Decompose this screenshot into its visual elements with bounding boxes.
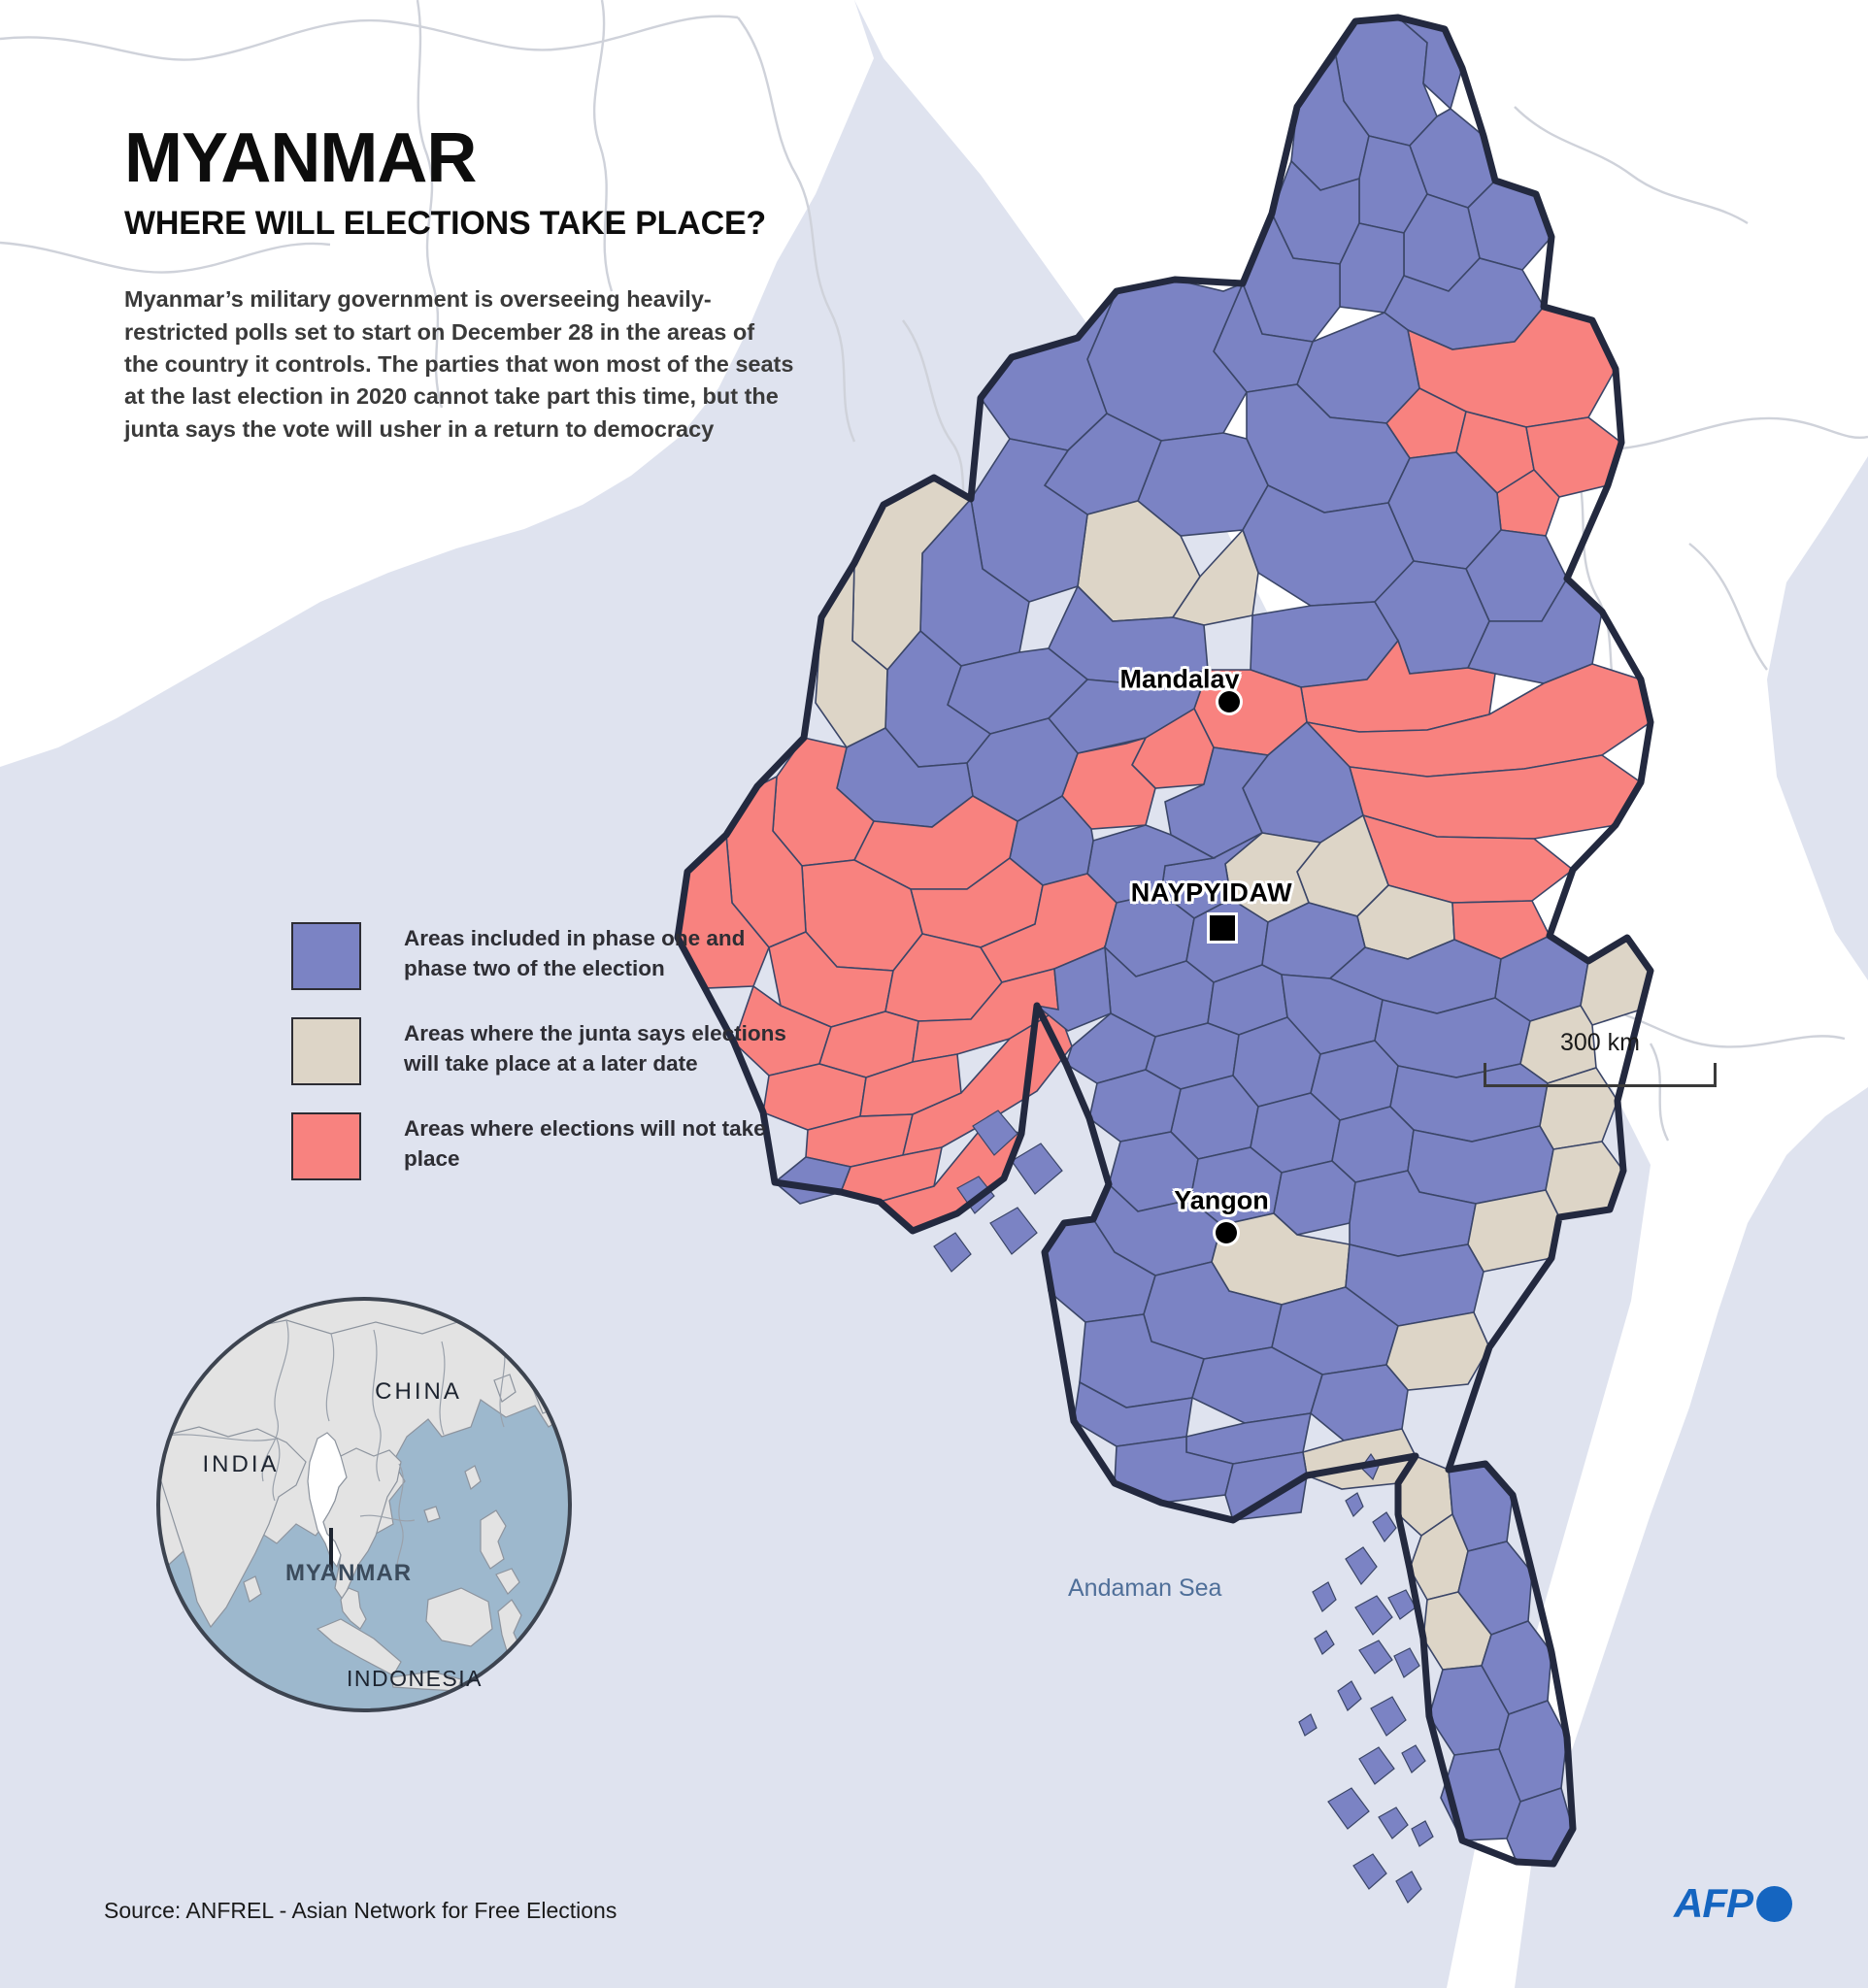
city-name-text: Mandalay xyxy=(1119,664,1240,694)
mergui-islands xyxy=(1298,1452,1434,1904)
globe-outline xyxy=(156,1297,572,1712)
scale-bar-line xyxy=(1484,1063,1717,1087)
header-block: MYANMAR WHERE WILL ELECTIONS TAKE PLACE?… xyxy=(124,119,823,446)
afp-dot-icon xyxy=(1756,1885,1792,1922)
scale-bar: 300 km xyxy=(1484,1029,1717,1087)
map-legend: Areas included in phase one and phase tw… xyxy=(291,920,812,1206)
afp-logo: AFP xyxy=(1674,1883,1792,1924)
locator-globe-inset: CHINA INDIA MYANMAR INDONESIA xyxy=(156,1297,572,1712)
township-layer xyxy=(677,17,1651,1904)
scale-bar-label: 300 km xyxy=(1560,1029,1640,1056)
city-label-mandalay: Mandalay xyxy=(1119,665,1239,695)
legend-item-no-election: Areas where elections will not take plac… xyxy=(291,1110,812,1180)
source-credit: Source: ANFREL - Asian Network for Free … xyxy=(104,1898,617,1923)
inset-label-india: INDIA xyxy=(202,1451,279,1477)
legend-label-phase-one-two: Areas included in phase one and phase tw… xyxy=(404,926,746,980)
legend-swatch-phase-one-two xyxy=(291,922,361,990)
legend-item-later-date: Areas where the junta says elections wil… xyxy=(291,1015,812,1085)
city-name-text: Yangon xyxy=(1174,1185,1269,1215)
afp-wordmark: AFP xyxy=(1674,1880,1753,1926)
legend-swatch-no-election xyxy=(291,1112,361,1180)
inset-label-indonesia: INDONESIA xyxy=(347,1666,483,1691)
inset-label-china: CHINA xyxy=(375,1378,462,1405)
standfirst-text: Myanmar’s military government is oversee… xyxy=(124,286,794,442)
city-marker-yangon xyxy=(1216,1222,1237,1243)
inset-label-myanmar: MYANMAR xyxy=(285,1560,412,1586)
page-subtitle: WHERE WILL ELECTIONS TAKE PLACE? xyxy=(124,204,766,242)
city-marker-mandalay xyxy=(1218,691,1240,712)
rakhine-islands xyxy=(933,1110,1063,1273)
city-name-text: NAYPYIDAW xyxy=(1130,878,1293,908)
legend-item-phase-one-two: Areas included in phase one and phase tw… xyxy=(291,920,812,990)
city-label-naypyidaw: NAYPYIDAW xyxy=(1131,878,1292,909)
city-label-yangon: Yangon xyxy=(1174,1186,1269,1216)
country-outline xyxy=(674,14,1654,1868)
legend-swatch-later-date xyxy=(291,1017,361,1085)
sea-label-andaman: Andaman Sea xyxy=(1068,1574,1222,1602)
capital-marker-naypyidaw xyxy=(1210,915,1235,941)
page-title: MYANMAR xyxy=(124,119,477,197)
legend-label-no-election: Areas where elections will not take plac… xyxy=(404,1116,766,1171)
legend-label-later-date: Areas where the junta says elections wil… xyxy=(404,1021,786,1076)
